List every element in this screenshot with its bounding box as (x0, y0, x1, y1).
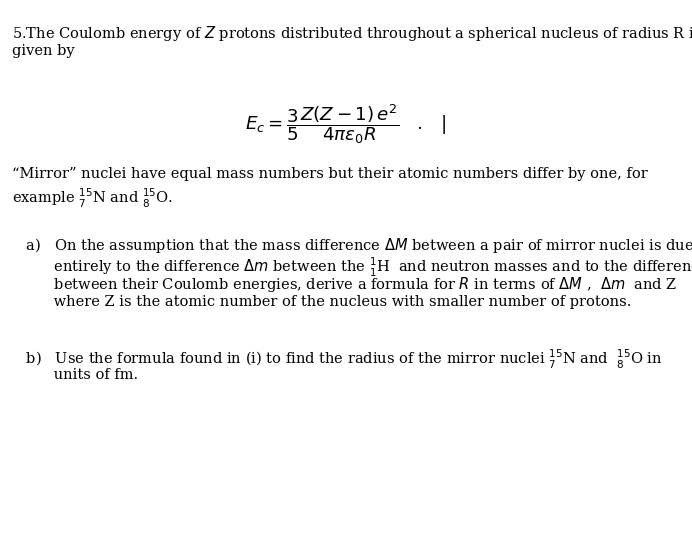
Text: between their Coulomb energies, derive a formula for $R$ in terms of $\Delta M$ : between their Coulomb energies, derive a… (12, 275, 677, 294)
Text: 5.The Coulomb energy of $Z$ protons distributed throughout a spherical nucleus o: 5.The Coulomb energy of $Z$ protons dist… (12, 24, 692, 43)
Text: example $^{15}_7$N and $^{15}_8$O.: example $^{15}_7$N and $^{15}_8$O. (12, 187, 174, 210)
Text: given by: given by (12, 44, 75, 58)
Text: $E_c = \dfrac{3}{5}\dfrac{Z(Z-1)\,e^2}{4\pi\varepsilon_0 R}$   .   |: $E_c = \dfrac{3}{5}\dfrac{Z(Z-1)\,e^2}{4… (246, 102, 446, 146)
Text: where Z is the atomic number of the nucleus with smaller number of protons.: where Z is the atomic number of the nucl… (12, 295, 632, 309)
Text: b)   Use the formula found in (i) to find the radius of the mirror nuclei $^{15}: b) Use the formula found in (i) to find … (12, 348, 663, 371)
Text: “Mirror” nuclei have equal mass numbers but their atomic numbers differ by one, : “Mirror” nuclei have equal mass numbers … (12, 167, 648, 181)
Text: entirely to the difference $\Delta m$ between the $^1_1$H  and neutron masses an: entirely to the difference $\Delta m$ be… (12, 255, 692, 279)
Text: a)   On the assumption that the mass difference $\Delta M$ between a pair of mir: a) On the assumption that the mass diffe… (12, 236, 692, 254)
Text: units of fm.: units of fm. (12, 368, 138, 382)
